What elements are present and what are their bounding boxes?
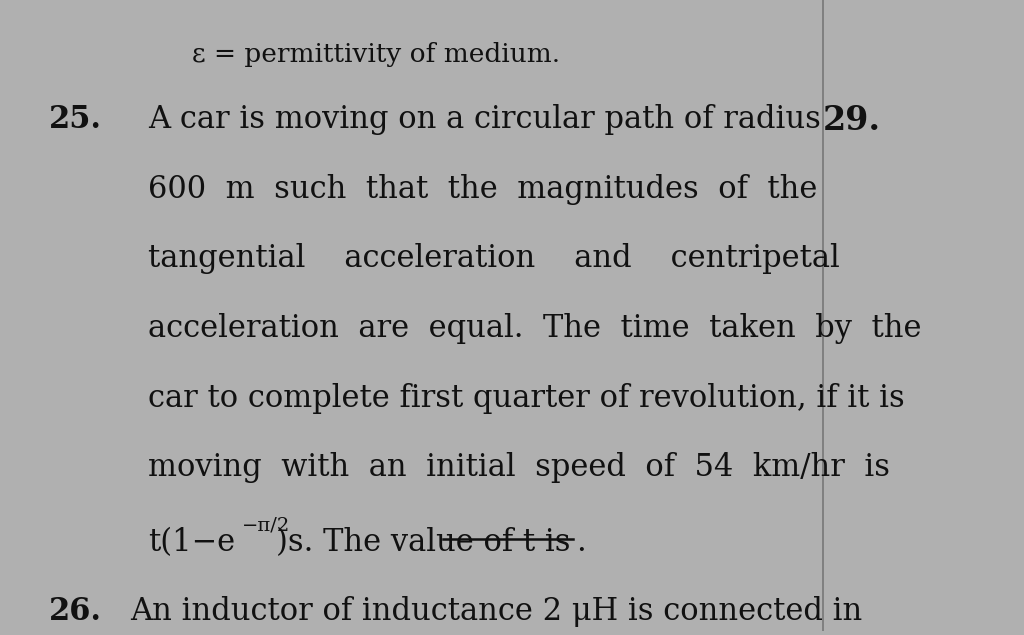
Text: A car is moving on a circular path of radius: A car is moving on a circular path of ra…	[147, 104, 820, 135]
Text: 29.: 29.	[823, 104, 882, 137]
Text: t(1−e: t(1−e	[147, 526, 234, 558]
Text: 26.: 26.	[49, 596, 102, 627]
Text: .: .	[577, 526, 586, 558]
Text: ε = permittivity of medium.: ε = permittivity of medium.	[193, 42, 560, 67]
Text: 600  m  such  that  the  magnitudes  of  the: 600 m such that the magnitudes of the	[147, 174, 817, 205]
Text: moving  with  an  initial  speed  of  54  km/hr  is: moving with an initial speed of 54 km/hr…	[147, 452, 890, 483]
Text: car to complete first quarter of revolution, if it is: car to complete first quarter of revolut…	[147, 382, 904, 413]
Text: acceleration  are  equal.  The  time  taken  by  the: acceleration are equal. The time taken b…	[147, 313, 922, 344]
Text: )s. The value of t is: )s. The value of t is	[275, 526, 570, 558]
Text: 25.: 25.	[49, 104, 102, 135]
Text: tangential    acceleration    and    centripetal: tangential acceleration and centripetal	[147, 243, 840, 274]
Text: An inductor of inductance 2 μH is connected in: An inductor of inductance 2 μH is connec…	[130, 596, 862, 627]
Text: −π/2: −π/2	[242, 517, 290, 535]
